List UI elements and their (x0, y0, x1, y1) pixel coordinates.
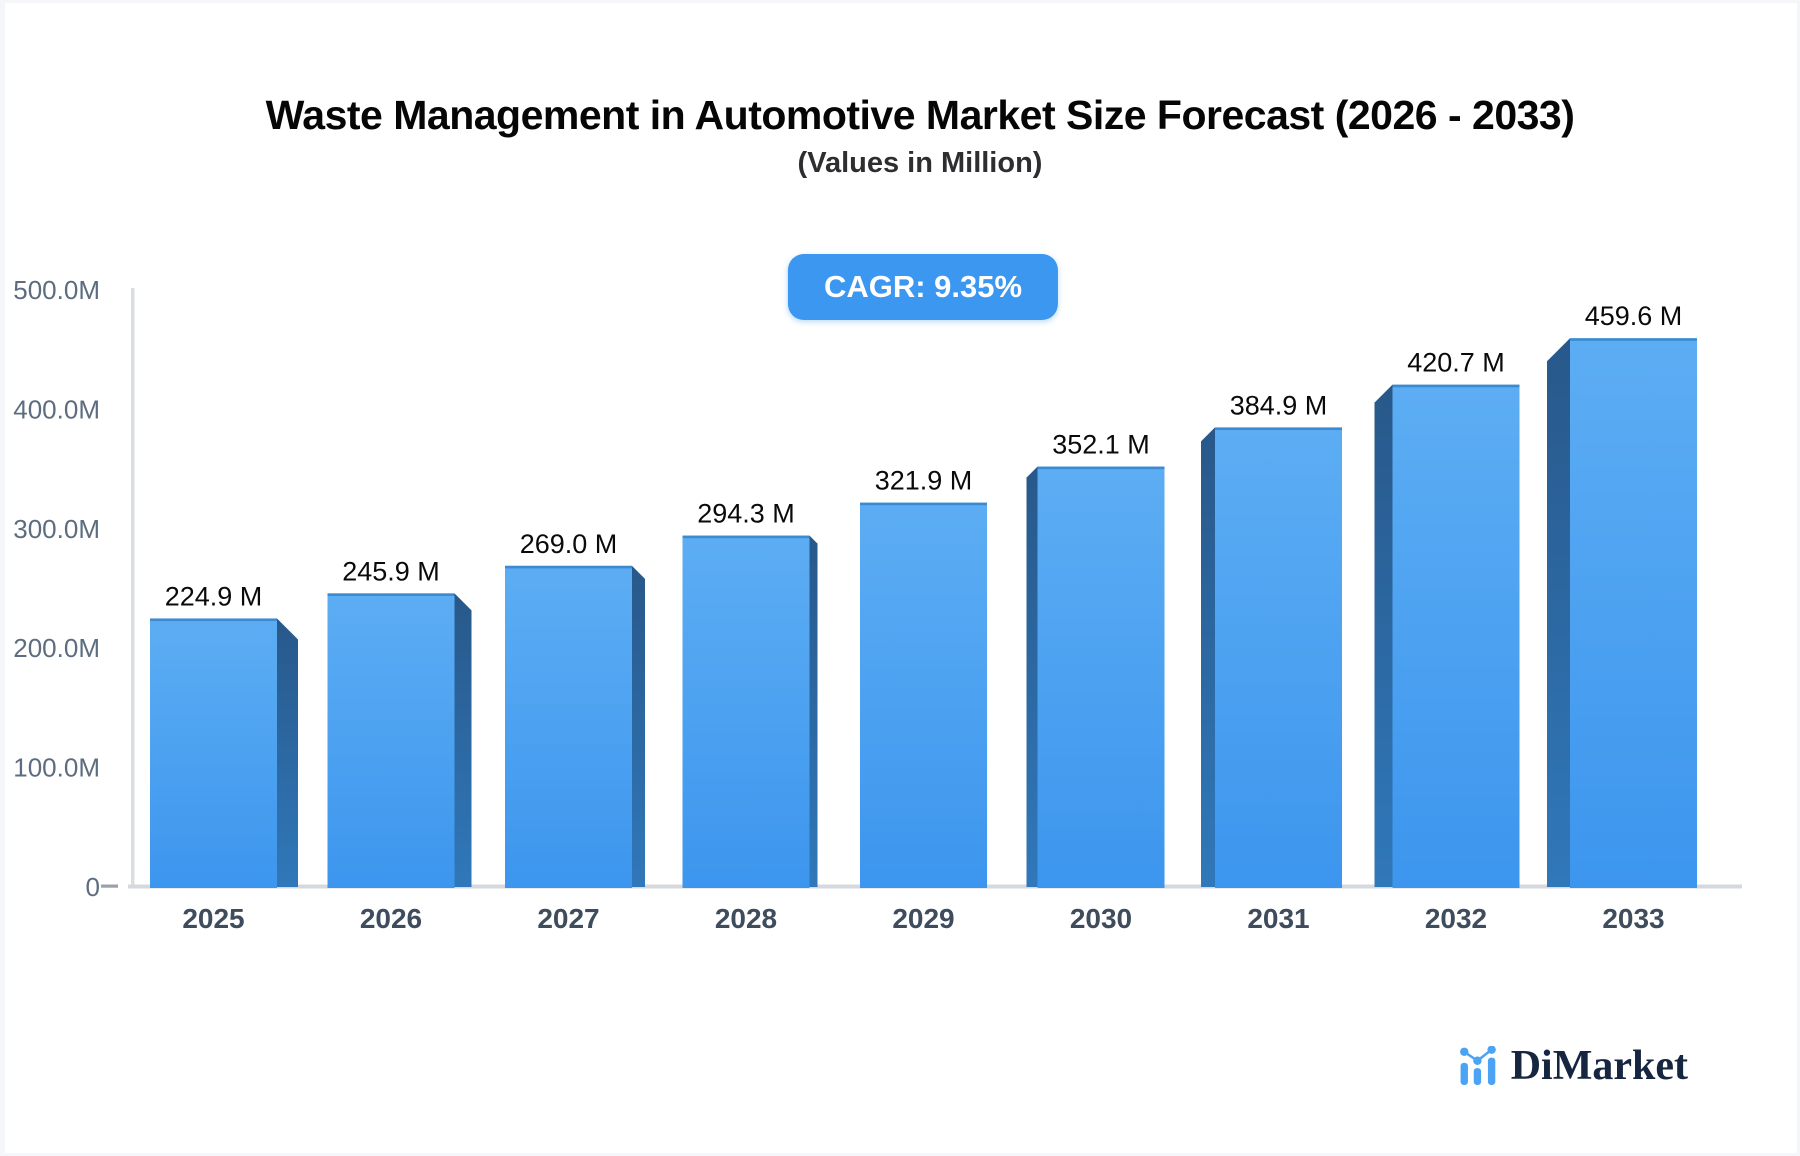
y-tick-label: 500.0M (13, 275, 100, 305)
chart-title: Waste Management in Automotive Market Si… (265, 92, 1575, 138)
bar-front-face (1215, 427, 1342, 888)
y-axis-line (131, 288, 135, 887)
bar-value-label: 245.9 M (342, 556, 440, 586)
bar-top-edge (860, 502, 987, 506)
dimarket-logo: DiMarket (1459, 1042, 1688, 1090)
bar-side-face (454, 593, 472, 887)
bar-value-label: 420.7 M (1407, 348, 1505, 378)
bar-side-face (1374, 384, 1393, 887)
bar-side-face (809, 535, 818, 887)
bar-value-label: 459.6 M (1585, 301, 1683, 331)
bar-2026[interactable]: 245.9 M 2026 (327, 556, 472, 934)
bar-top-edge (1215, 427, 1342, 431)
chart-subtitle: (Values in Million) (797, 147, 1043, 179)
bar-top-edge (682, 535, 810, 539)
bar-2030[interactable]: 352.1 M 2030 (1026, 430, 1165, 934)
bar-side-face (1547, 338, 1570, 887)
bar-front-face (682, 535, 810, 888)
x-axis-label: 2028 (715, 903, 777, 934)
zero-tick (101, 884, 118, 888)
bar-side-face (632, 565, 645, 887)
bar-top-edge (150, 618, 277, 622)
bar-top-edge (327, 593, 455, 596)
bar-value-label: 384.9 M (1230, 390, 1328, 420)
bar-value-label: 269.0 M (520, 529, 618, 559)
x-axis-label: 2026 (360, 903, 422, 934)
x-axis-label: 2030 (1070, 903, 1132, 934)
cagr-badge: CAGR: 9.35% (787, 254, 1059, 320)
bar-2029[interactable]: 321.9 M 2029 (860, 466, 987, 934)
bar-2028[interactable]: 294.3 M 2028 (682, 499, 818, 934)
logo-bars-icon (1459, 1046, 1496, 1085)
x-axis-label: 2027 (537, 903, 599, 934)
bar-2031[interactable]: 384.9 M 2031 (1201, 390, 1342, 934)
bar-front-face (1392, 384, 1520, 888)
bar-value-label: 352.1 M (1052, 430, 1150, 460)
bar-2032[interactable]: 420.7 M 2032 (1374, 348, 1520, 934)
bar-2033[interactable]: 459.6 M 2033 (1547, 301, 1697, 934)
logo-text: DiMarket (1510, 1043, 1688, 1089)
bar-top-edge (505, 565, 632, 569)
bar-front-face (327, 593, 455, 888)
y-tick-label: 400.0M (13, 394, 100, 424)
bar-value-label: 294.3 M (697, 499, 795, 529)
bar-2025[interactable]: 224.9 M 2025 (150, 581, 298, 934)
y-tick-label: 100.0M (13, 753, 100, 783)
bar-front-face (1037, 466, 1165, 888)
bar-value-label: 224.9 M (165, 581, 263, 611)
bar-top-edge (1570, 338, 1697, 341)
x-axis-label: 2029 (892, 903, 954, 934)
bar-side-face (1026, 466, 1038, 887)
x-axis-label: 2025 (182, 903, 244, 934)
x-axis-label: 2032 (1425, 903, 1487, 934)
bar-front-face (150, 618, 277, 888)
bar-front-face (505, 565, 632, 888)
bar-side-face (1201, 427, 1215, 887)
y-tick-label: 0 (86, 872, 100, 902)
bar-front-face (1570, 338, 1697, 888)
bar-value-label: 321.9 M (875, 466, 973, 496)
x-axis-label: 2033 (1602, 903, 1664, 934)
y-tick-label: 200.0M (13, 633, 100, 663)
y-tick-label: 300.0M (13, 514, 100, 544)
bar-top-edge (1392, 384, 1520, 388)
x-axis-label: 2031 (1247, 903, 1309, 934)
bar-side-face (277, 618, 298, 887)
bar-2027[interactable]: 269.0 M 2027 (505, 529, 645, 934)
bar-top-edge (1037, 466, 1165, 470)
bar-front-face (860, 502, 987, 888)
